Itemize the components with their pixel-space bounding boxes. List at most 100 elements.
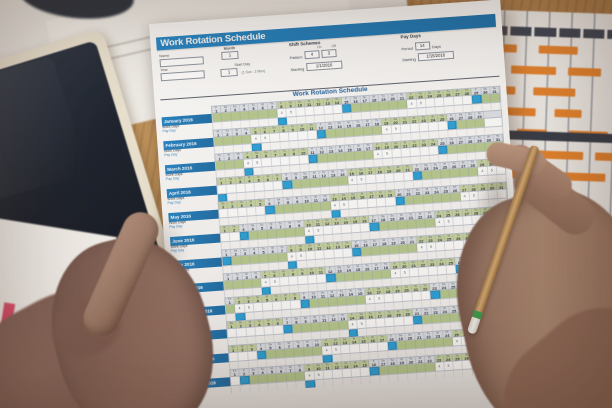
day-header-cell: Tu 12 [323,242,334,250]
work-day-cell [253,302,264,312]
day-header-cell: M 12 [332,362,343,370]
work-day-cell [354,151,365,160]
day-header-cell: Sa 23 [426,235,436,243]
day-cell [296,380,307,389]
work-day-cell [232,135,243,145]
day-header-cell: F 12 [325,266,336,274]
day-header-cell: Tu 9 [297,268,308,276]
day-cell [457,153,468,161]
day-cell [285,357,296,366]
day-header-cell: Su 11 [323,363,333,371]
day-cell [272,166,282,174]
day-header-cell: W 14 [350,361,361,369]
day-cell [277,237,288,246]
day-header-cell: Tu 15 [345,144,355,152]
day-header-cell: W 17 [362,119,373,127]
day-header-cell: M 25 [444,234,455,242]
work-day-cell: 5 [357,319,368,329]
day-cell [300,308,311,317]
day-header-cell: M 18 [379,238,390,246]
work-day-cell: 4 [434,362,445,371]
day-header-cell: W 24 [428,115,439,123]
work-day-cell [307,130,318,140]
day-header-cell: Th 11 [316,267,327,275]
day-cell [348,184,359,193]
pay-day-cell [369,366,380,376]
work-day-cell [237,207,248,217]
day-header-cell: Su 3 [240,248,251,256]
day-cell [346,160,356,169]
pay-days-heading: Pay Days [400,33,422,40]
work-day-cell: 5 [314,370,325,380]
work-day-cell: 5 [391,124,402,134]
work-day-cell [388,365,399,375]
work-day-cell [389,245,400,254]
day-cell [436,250,447,259]
day-header-cell: Tu 8 [293,341,304,348]
day-cell [448,153,459,162]
day-cell [389,374,399,383]
work-day-cell [223,136,234,146]
work-day-cell [443,337,454,347]
work-day-cell [413,195,424,204]
work-day-cell [403,171,414,181]
day-header-cell: Su 24 [425,91,435,99]
day-header-cell: Sa 10 [313,363,324,371]
day-cell [296,116,307,124]
day-header-cell: Sa 10 [309,291,319,299]
day-header-cell: Sa 18 [378,214,389,222]
day-header-cell: Su 22 [413,188,424,196]
work-day-cell: 4 [347,175,358,185]
work-day-cell [228,208,239,217]
day-cell [422,179,433,188]
day-header-cell: Sa 12 [331,338,341,346]
day-cell [312,211,323,220]
work-day-cell [351,103,362,113]
work-day-cell [425,218,436,228]
pattern-field: Pattern 4 3 [289,49,337,60]
work-day-cell: 4 [330,201,341,210]
day-header-cell: M 17 [375,311,386,319]
work-day-cell [295,107,306,116]
day-cell [394,181,405,190]
work-day-cell: 5 [331,345,342,355]
work-day-cell [402,292,413,301]
work-day-cell [446,265,457,274]
day-cell [395,325,405,334]
day-cell [422,323,433,332]
day-cell [333,113,344,122]
start-day-note: (1 Sun - 2 Mon) [241,68,266,75]
day-cell [433,202,443,211]
work-day-cell [409,267,420,277]
day-cell [282,309,293,318]
work-day-cell [226,184,237,193]
day-header-cell: Th 2 [229,225,240,233]
work-day-cell [332,369,343,378]
work-day-cell [298,275,309,285]
day-cell [286,237,297,245]
period-unit: Days [431,43,442,49]
day-header-cell: Tu 6 [271,294,282,302]
day-cell [233,144,244,153]
day-header-cell: M 15 [344,120,355,128]
gantt-header-cell [558,28,581,38]
work-day-cell: 4 [251,134,262,144]
pay-day-cell [282,180,293,190]
day-cell [342,233,353,242]
pay-day-cell [331,210,341,218]
day-cell [342,377,353,386]
day-header-cell: Su 13 [340,337,351,345]
day-cell [240,240,250,249]
day-header-cell: M 13 [331,218,342,226]
work-day-cell [351,368,362,377]
day-cell [330,330,340,339]
day-header-cell: Su 4 [253,295,263,303]
shift-starting-label: Starting [290,65,305,72]
day-cell [256,215,267,223]
work-day-cell [466,119,477,129]
